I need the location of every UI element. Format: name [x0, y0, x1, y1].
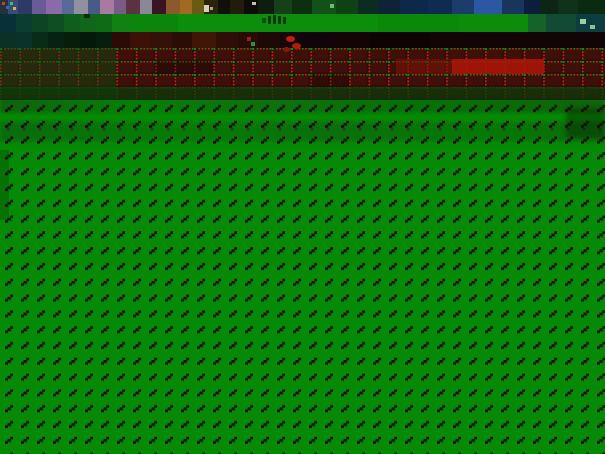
glitch-block — [100, 0, 114, 14]
glitch-block — [578, 0, 605, 14]
glitch-block — [258, 0, 274, 14]
glitch-block — [370, 32, 430, 48]
glitch-block — [400, 0, 428, 14]
glitch-block — [378, 14, 458, 32]
glitch-block — [336, 0, 358, 14]
felt-pattern-layer — [0, 84, 605, 454]
glitch-speck — [283, 17, 286, 24]
glitch-block — [46, 0, 62, 14]
glitch-speck — [278, 16, 281, 24]
glitch-block — [32, 0, 46, 14]
glitch-block — [140, 0, 152, 14]
glitch-speck — [251, 42, 255, 46]
glitch-speck — [6, 6, 9, 9]
glitch-block — [292, 0, 312, 14]
glitch-speck — [283, 47, 290, 52]
glitch-block — [192, 0, 204, 14]
glitch-block — [112, 32, 130, 48]
glitch-block — [64, 32, 80, 48]
checker-pattern-layer — [0, 48, 605, 100]
glitch-block — [126, 0, 140, 14]
glitch-block — [502, 0, 524, 14]
glitch-speck — [262, 18, 266, 23]
glitch-speck — [252, 2, 256, 5]
glitch-block — [112, 14, 130, 32]
glitch-block — [524, 0, 540, 14]
glitch-block — [576, 14, 605, 32]
glitch-block — [458, 14, 528, 32]
glitch-block — [430, 32, 605, 48]
glitch-speck — [580, 19, 586, 24]
glitch-speck — [286, 36, 295, 42]
glitch-block — [48, 32, 64, 48]
glitch-block — [546, 14, 576, 32]
glitch-speck — [590, 25, 595, 29]
glitch-speck — [330, 4, 334, 8]
glitch-band-upper — [0, 14, 605, 32]
glitch-block — [74, 0, 88, 14]
glitch-block — [216, 32, 238, 48]
glitch-block — [96, 14, 112, 32]
glitch-block — [88, 0, 100, 14]
glitch-block — [18, 0, 32, 14]
glitch-block — [166, 0, 180, 14]
glitch-block — [330, 32, 370, 48]
glitch-speck — [13, 7, 16, 10]
glitch-band-titlebar — [0, 0, 605, 14]
glitch-block — [540, 0, 558, 14]
glitch-band-lower — [0, 32, 605, 48]
glitch-block — [152, 0, 166, 14]
glitch-speck — [292, 43, 301, 49]
glitch-block — [80, 14, 96, 32]
glitch-block — [16, 32, 32, 48]
glitch-block — [452, 0, 474, 14]
glitch-block — [16, 14, 32, 32]
glitch-block — [64, 14, 80, 32]
glitch-block — [378, 0, 400, 14]
glitch-block — [230, 0, 244, 14]
glitch-speck — [2, 2, 5, 5]
glitch-block — [62, 0, 74, 14]
glitch-speck — [247, 37, 251, 41]
glitch-block — [96, 32, 112, 48]
glitch-block — [0, 14, 16, 32]
glitch-speck — [84, 14, 90, 18]
glitch-block — [312, 0, 336, 14]
glitch-block — [192, 32, 216, 48]
glitch-block — [32, 32, 48, 48]
glitch-block — [274, 0, 292, 14]
glitch-block — [130, 32, 150, 48]
glitch-block — [32, 14, 48, 32]
glitch-block — [558, 0, 578, 14]
glitch-block — [474, 0, 502, 14]
glitch-block — [218, 0, 230, 14]
glitch-block — [0, 32, 16, 48]
glitch-block — [428, 0, 452, 14]
glitch-speck — [10, 2, 13, 5]
glitch-speck — [210, 7, 213, 10]
glitch-block — [80, 32, 96, 48]
glitch-block — [48, 14, 64, 32]
glitch-speck — [268, 16, 271, 24]
glitch-block — [114, 0, 126, 14]
felt-surface — [0, 84, 605, 454]
glitch-block — [258, 32, 280, 48]
glitch-speck — [273, 15, 276, 24]
glitch-block — [300, 32, 330, 48]
glitch-block — [528, 14, 546, 32]
glitch-block — [0, 0, 8, 14]
glitch-block — [150, 32, 172, 48]
glitch-block — [358, 0, 378, 14]
glitch-block — [180, 0, 192, 14]
glitch-block — [172, 32, 192, 48]
glitch-block — [130, 14, 178, 32]
glitch-speck — [204, 5, 209, 12]
